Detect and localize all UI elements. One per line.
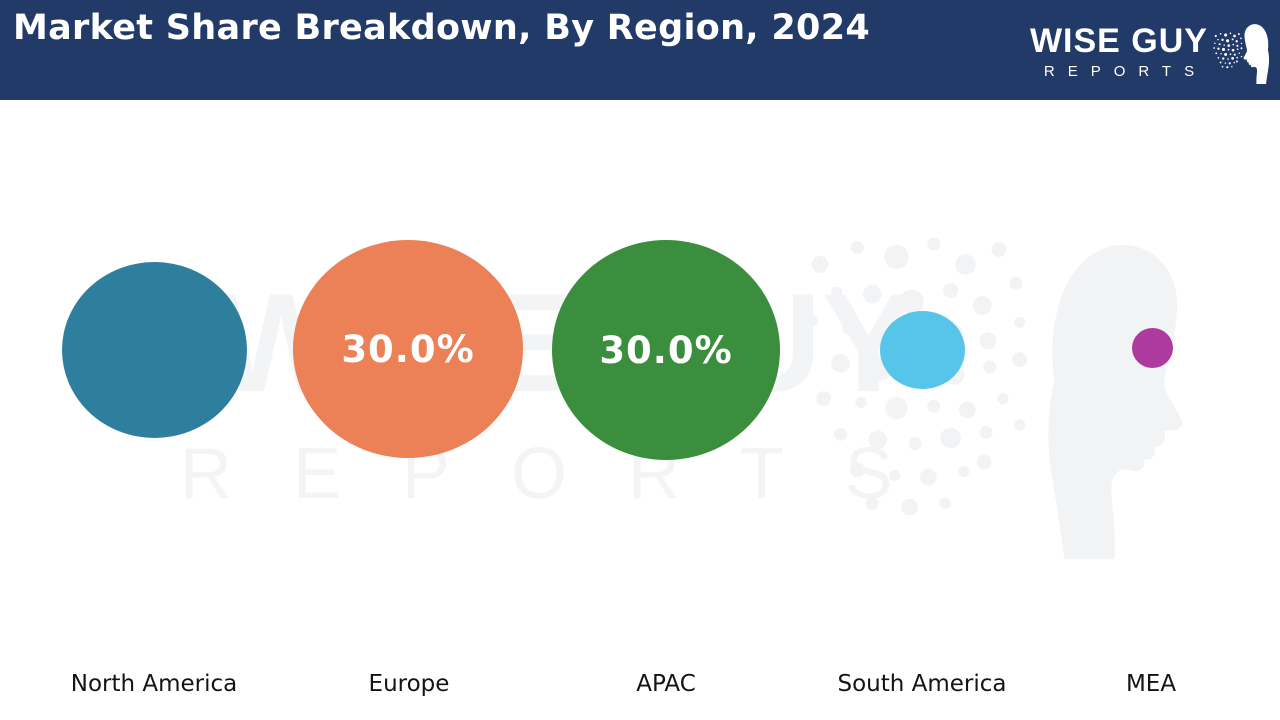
logo-tagline: REPORTS bbox=[1043, 63, 1208, 80]
watermark-tagline: REPORTS bbox=[180, 434, 954, 514]
bubble-value-label: 30.0% bbox=[599, 328, 733, 372]
category-label-apac: APAC bbox=[636, 671, 696, 697]
logo-text: WISE GUY REPORTS bbox=[1030, 22, 1208, 80]
bubble-europe: 30.0% bbox=[293, 240, 523, 458]
header-bar: Market Share Breakdown, By Region, 2024 … bbox=[0, 0, 1280, 100]
category-label-south-america: South America bbox=[837, 671, 1007, 697]
category-label-north-america: North America bbox=[70, 671, 238, 697]
chart-title: Market Share Breakdown, By Region, 2024 bbox=[13, 8, 870, 48]
watermark-head-icon bbox=[800, 237, 1183, 560]
wiseguy-face-icon bbox=[1213, 24, 1270, 84]
bubble-apac: 30.0% bbox=[552, 240, 780, 460]
category-label-mea: MEA bbox=[1125, 671, 1177, 697]
wiseguy-logo: WISE GUY REPORTS bbox=[1030, 6, 1272, 96]
logo-wordmark: WISE GUY bbox=[1029, 22, 1208, 60]
category-label-europe: Europe bbox=[368, 671, 450, 697]
bubble-value-label: 30.0% bbox=[341, 327, 475, 371]
bubble-north-america bbox=[62, 262, 247, 438]
bubble-mea bbox=[1132, 328, 1173, 368]
bubble-south-america bbox=[880, 311, 965, 389]
